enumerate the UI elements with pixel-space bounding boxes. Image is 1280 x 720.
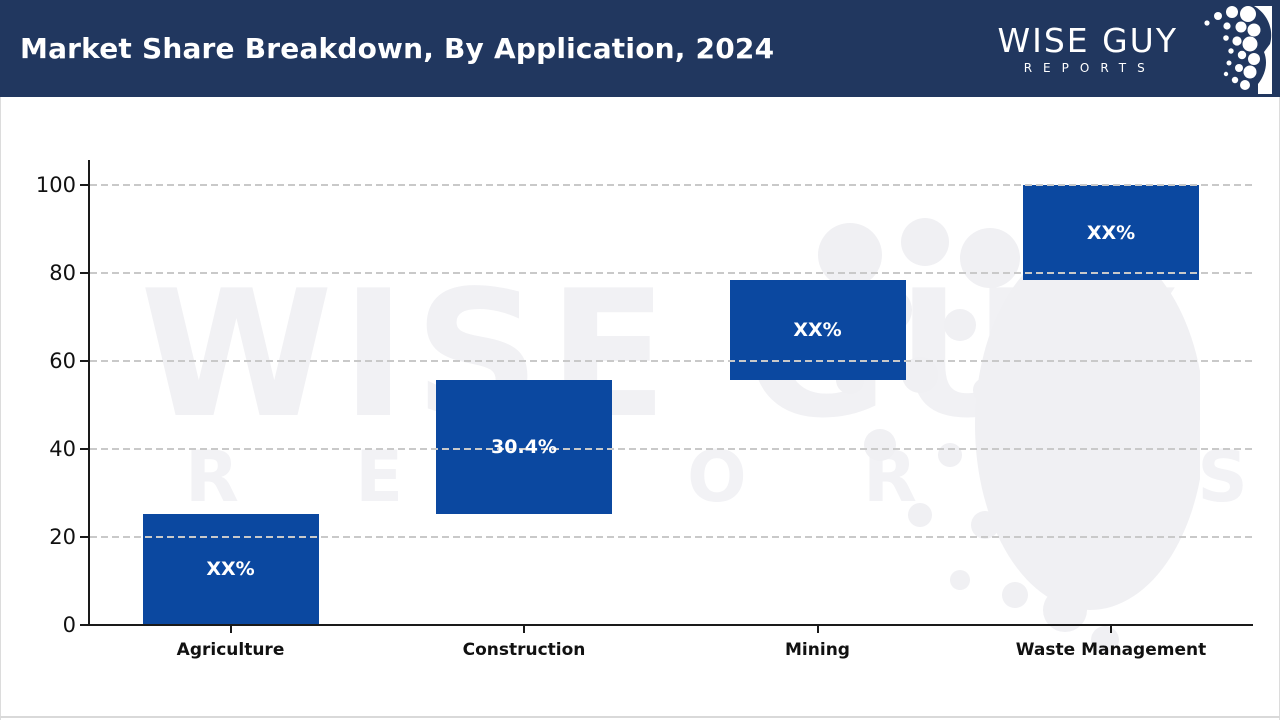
y-tick-mark-100 <box>80 184 88 186</box>
y-tick-label-0: 0 <box>62 613 76 637</box>
page-title: Market Share Breakdown, By Application, … <box>20 32 775 65</box>
bar-construction <box>436 379 612 514</box>
header-band: Market Share Breakdown, By Application, … <box>0 0 1280 97</box>
y-tick-label-100: 100 <box>35 173 76 197</box>
y-tick-mark-40 <box>80 448 88 450</box>
gridline-60 <box>90 360 1253 362</box>
y-tick-mark-80 <box>80 272 88 274</box>
gridline-80 <box>90 272 1253 274</box>
x-tick-mark-agriculture <box>229 626 232 633</box>
bar-waste-management <box>1023 185 1199 281</box>
bar-mining <box>729 280 906 380</box>
y-tick-mark-20 <box>80 536 88 538</box>
gridline-40 <box>90 448 1253 450</box>
category-label-mining: Mining <box>785 640 850 660</box>
bottom-hairline <box>0 716 1280 718</box>
gridline-20 <box>90 536 1253 538</box>
x-axis-spine <box>88 624 1253 626</box>
y-tick-mark-60 <box>80 360 88 362</box>
category-label-waste-management: Waste Management <box>1015 640 1207 660</box>
x-tick-mark-construction <box>523 626 525 633</box>
y-tick-label-40: 40 <box>49 437 76 461</box>
y-tick-label-20: 20 <box>49 525 76 549</box>
category-label-construction: Construction <box>462 640 586 660</box>
gridline-100 <box>90 184 1253 186</box>
y-tick-label-80: 80 <box>49 261 76 285</box>
watermark-dotted-head <box>787 218 1200 654</box>
category-label-agriculture: Agriculture <box>176 640 285 660</box>
logo-line1: WISE GUY <box>997 20 1178 60</box>
y-tick-mark-0 <box>80 624 88 626</box>
logo-dotted-head-icon <box>1204 5 1272 94</box>
x-tick-mark-mining <box>816 626 819 633</box>
wise-guy-reports-logo: WISE GUY REPORTS <box>997 0 1272 97</box>
logo-line2: REPORTS <box>1023 60 1156 75</box>
y-tick-label-60: 60 <box>49 349 76 373</box>
x-tick-mark-waste-management <box>1110 626 1112 633</box>
bar-agriculture <box>142 513 319 625</box>
y-axis-spine <box>88 160 90 626</box>
logo-wordmark: WISE GUY REPORTS <box>997 24 1178 74</box>
